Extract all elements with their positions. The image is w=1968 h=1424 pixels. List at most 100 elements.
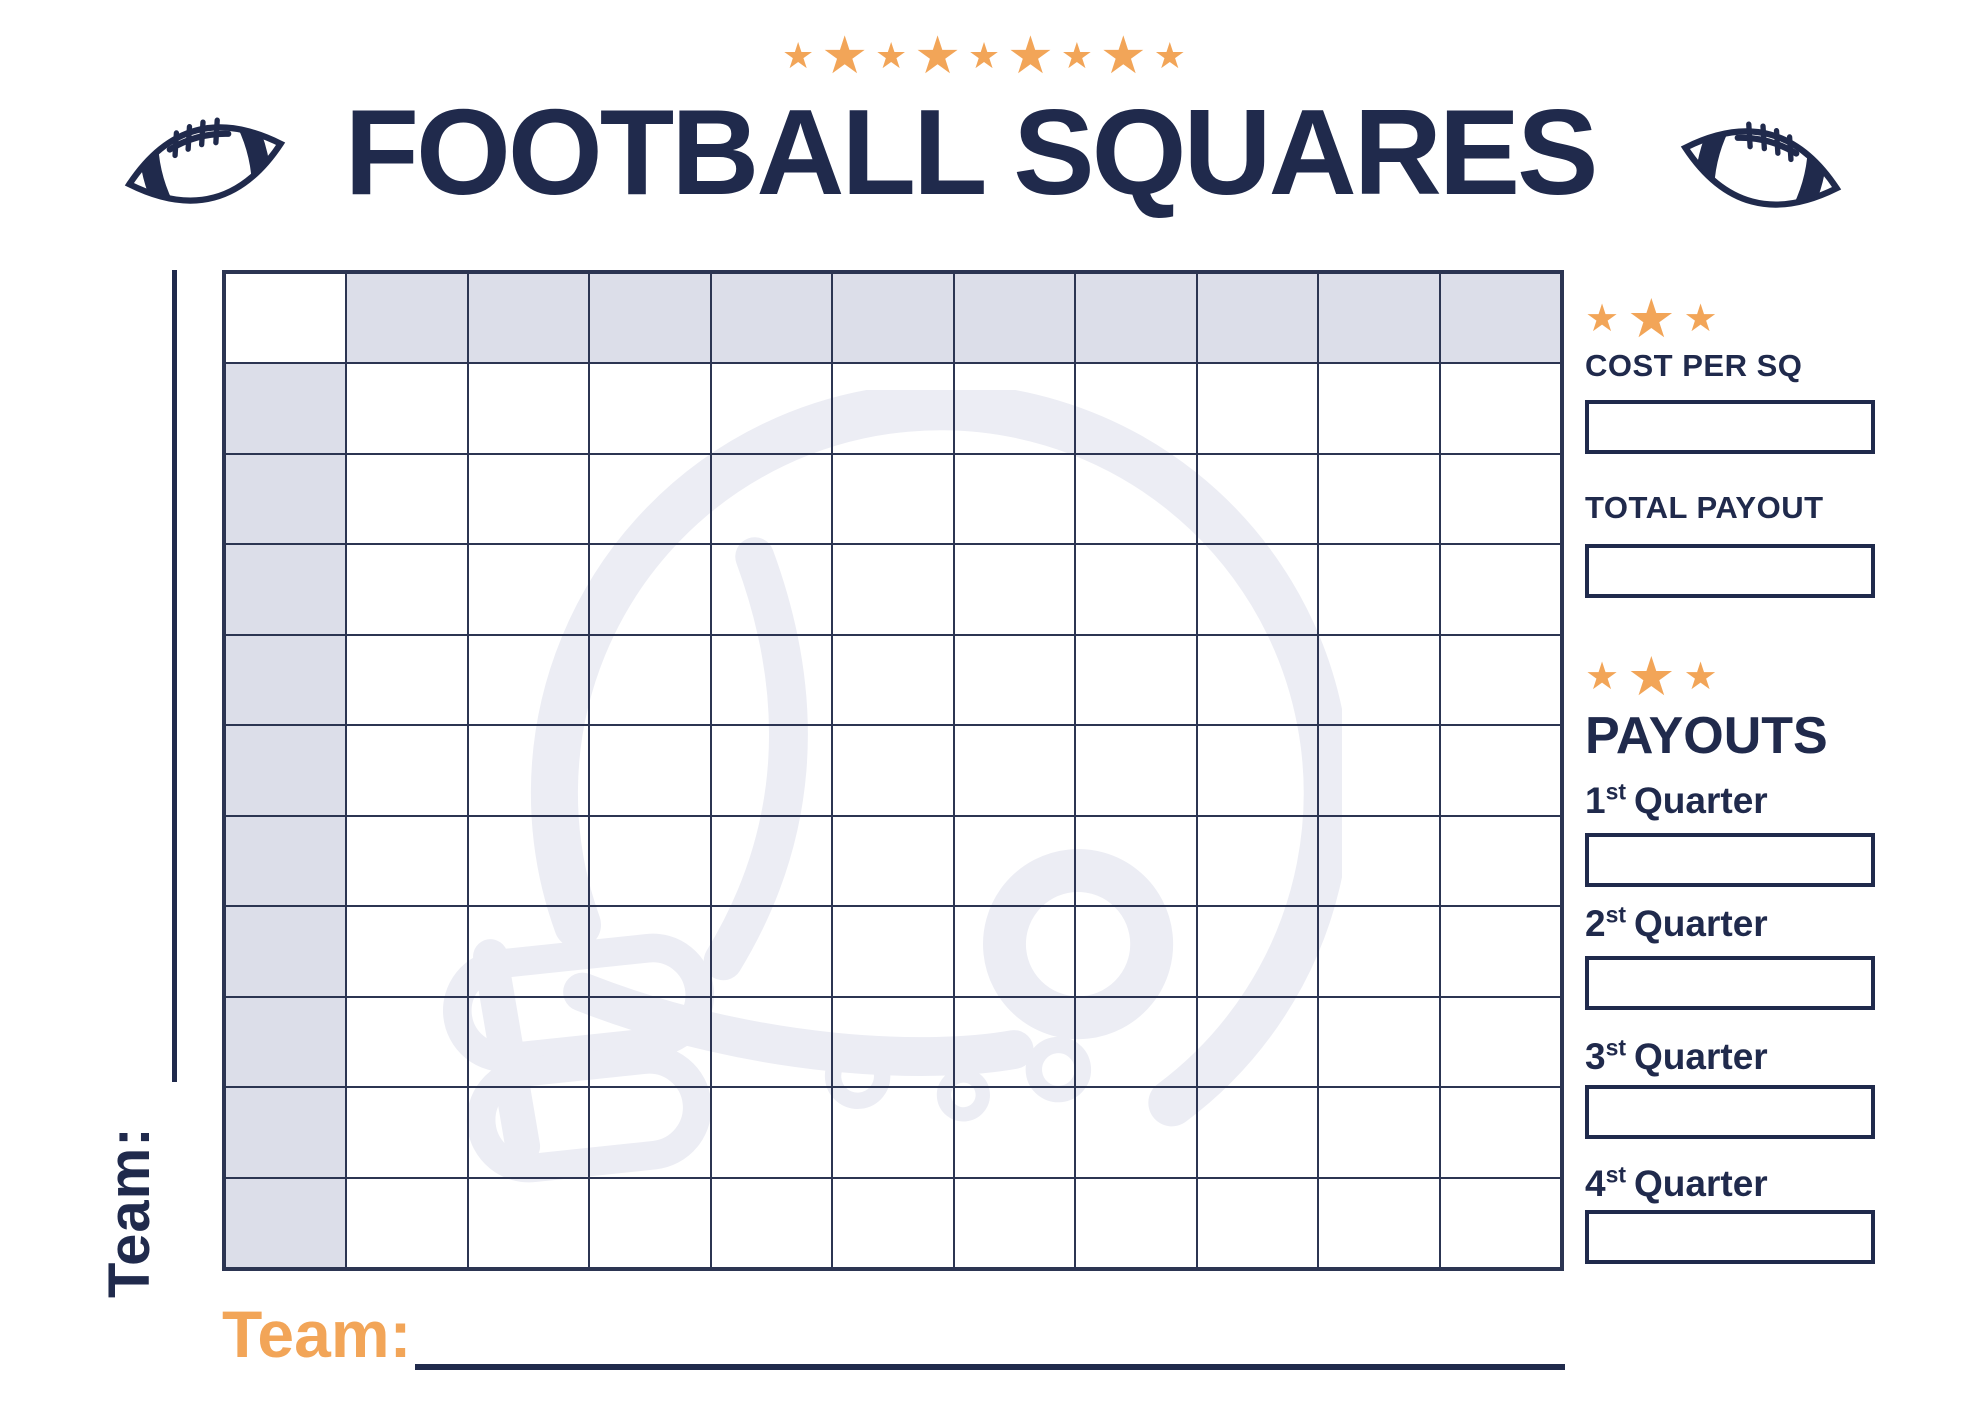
score-header-cell[interactable] (225, 1177, 347, 1268)
grid-cell[interactable] (832, 996, 954, 1088)
grid-cell[interactable] (832, 363, 954, 454)
grid-cell[interactable] (1075, 363, 1197, 454)
score-header-cell[interactable] (225, 544, 347, 635)
grid-cell[interactable] (710, 544, 833, 635)
grid-cell[interactable] (467, 453, 590, 545)
grid-cell[interactable] (1318, 634, 1440, 726)
score-header-cell[interactable] (710, 273, 833, 364)
grid-cell[interactable] (346, 906, 468, 997)
grid-cell[interactable] (1318, 815, 1440, 907)
team-left-write-line[interactable] (172, 270, 177, 1082)
grid-cell[interactable] (467, 544, 590, 635)
grid-cell[interactable] (1318, 1087, 1440, 1178)
cost-per-sq-field[interactable] (1585, 400, 1875, 454)
grid-cell[interactable] (346, 363, 468, 454)
grid-cell[interactable] (467, 634, 590, 726)
grid-cell[interactable] (346, 996, 468, 1088)
grid-cell[interactable] (1439, 1087, 1561, 1178)
score-header-cell[interactable] (467, 273, 590, 364)
grid-cell[interactable] (1196, 725, 1319, 816)
corner-cell[interactable] (225, 273, 347, 364)
grid-cell[interactable] (1075, 1177, 1197, 1268)
score-header-cell[interactable] (1439, 273, 1561, 364)
grid-cell[interactable] (589, 996, 711, 1088)
grid-cell[interactable] (589, 544, 711, 635)
grid-cell[interactable] (1196, 1177, 1319, 1268)
quarter-1-field[interactable] (1585, 833, 1875, 887)
grid-cell[interactable] (953, 634, 1076, 726)
quarter-3-field[interactable] (1585, 1085, 1875, 1139)
grid-cell[interactable] (589, 1177, 711, 1268)
grid-cell[interactable] (832, 725, 954, 816)
grid-cell[interactable] (710, 906, 833, 997)
grid-cell[interactable] (589, 453, 711, 545)
grid-cell[interactable] (589, 725, 711, 816)
grid-cell[interactable] (346, 544, 468, 635)
grid-cell[interactable] (953, 815, 1076, 907)
grid-cell[interactable] (1196, 544, 1319, 635)
quarter-4-field[interactable] (1585, 1210, 1875, 1264)
grid-cell[interactable] (1439, 1177, 1561, 1268)
grid-cell[interactable] (953, 725, 1076, 816)
grid-cell[interactable] (589, 634, 711, 726)
score-header-cell[interactable] (1196, 273, 1319, 364)
grid-cell[interactable] (710, 453, 833, 545)
grid-cell[interactable] (710, 996, 833, 1088)
grid-cell[interactable] (1075, 634, 1197, 726)
grid-cell[interactable] (710, 725, 833, 816)
grid-cell[interactable] (1318, 1177, 1440, 1268)
total-payout-field[interactable] (1585, 544, 1875, 598)
grid-cell[interactable] (1196, 363, 1319, 454)
grid-cell[interactable] (589, 815, 711, 907)
score-header-cell[interactable] (225, 996, 347, 1088)
grid-cell[interactable] (1196, 453, 1319, 545)
grid-cell[interactable] (1075, 725, 1197, 816)
grid-cell[interactable] (1318, 363, 1440, 454)
grid-cell[interactable] (1318, 544, 1440, 635)
score-header-cell[interactable] (225, 1087, 347, 1178)
grid-cell[interactable] (1439, 906, 1561, 997)
grid-cell[interactable] (710, 1177, 833, 1268)
grid-cell[interactable] (1439, 453, 1561, 545)
grid-cell[interactable] (953, 544, 1076, 635)
grid-cell[interactable] (467, 906, 590, 997)
grid-cell[interactable] (346, 1087, 468, 1178)
grid-cell[interactable] (467, 1177, 590, 1268)
grid-cell[interactable] (1439, 634, 1561, 726)
score-header-cell[interactable] (225, 725, 347, 816)
grid-cell[interactable] (467, 363, 590, 454)
grid-cell[interactable] (1196, 634, 1319, 726)
grid-cell[interactable] (1075, 906, 1197, 997)
score-header-cell[interactable] (953, 273, 1076, 364)
grid-cell[interactable] (1439, 363, 1561, 454)
grid-cell[interactable] (953, 1087, 1076, 1178)
grid-cell[interactable] (1439, 996, 1561, 1088)
grid-cell[interactable] (589, 1087, 711, 1178)
grid-cell[interactable] (1075, 453, 1197, 545)
grid-cell[interactable] (953, 453, 1076, 545)
grid-cell[interactable] (710, 363, 833, 454)
grid-cell[interactable] (710, 1087, 833, 1178)
score-header-cell[interactable] (1075, 273, 1197, 364)
grid-cell[interactable] (1318, 996, 1440, 1088)
grid-cell[interactable] (710, 815, 833, 907)
grid-cell[interactable] (832, 1177, 954, 1268)
grid-cell[interactable] (832, 544, 954, 635)
grid-cell[interactable] (1439, 544, 1561, 635)
grid-cell[interactable] (1196, 996, 1319, 1088)
score-header-cell[interactable] (225, 363, 347, 454)
grid-cell[interactable] (1439, 725, 1561, 816)
grid-cell[interactable] (1318, 453, 1440, 545)
score-header-cell[interactable] (225, 634, 347, 726)
grid-cell[interactable] (1196, 906, 1319, 997)
score-header-cell[interactable] (225, 453, 347, 545)
grid-cell[interactable] (589, 363, 711, 454)
grid-cell[interactable] (346, 1177, 468, 1268)
grid-cell[interactable] (1439, 815, 1561, 907)
quarter-2-field[interactable] (1585, 956, 1875, 1010)
grid-cell[interactable] (346, 815, 468, 907)
score-header-cell[interactable] (832, 273, 954, 364)
grid-cell[interactable] (467, 1087, 590, 1178)
grid-cell[interactable] (832, 634, 954, 726)
score-header-cell[interactable] (1318, 273, 1440, 364)
